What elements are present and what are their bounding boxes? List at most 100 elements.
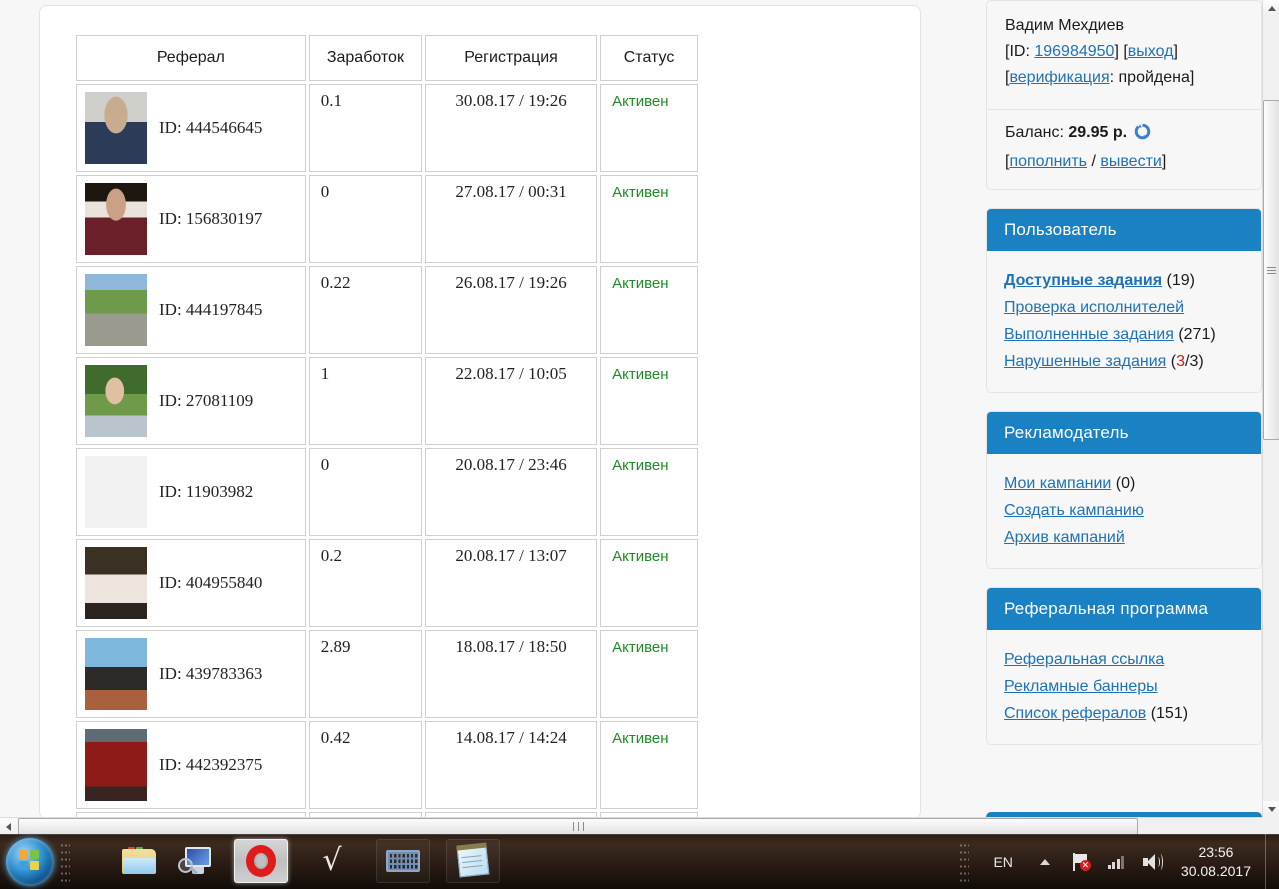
scroll-left-button[interactable] <box>0 818 17 834</box>
table-row[interactable]: ID: 442392375 0.42 14.08.17 / 14:24 Активен <box>76 721 698 809</box>
sidebar-link-2-0[interactable]: Реферальная ссылка <box>1004 651 1165 668</box>
cell-registration: 20.08.17 / 13:07 <box>425 539 598 627</box>
folder-icon <box>122 847 156 875</box>
cell-status: Активен <box>600 448 698 536</box>
table-row[interactable]: ID: 156830197 0 27.08.17 / 00:31 Активен <box>76 175 698 263</box>
referral-id: ID: 444197845 <box>159 300 263 319</box>
account-id-link[interactable]: 196984950 <box>1034 43 1115 60</box>
taskbar-button-keyboard[interactable] <box>376 839 430 883</box>
referral-id: ID: 404955840 <box>159 573 263 592</box>
sidebar-box-title: Реферальная программа <box>987 588 1261 630</box>
cell-referral: ID: 11903982 <box>76 448 306 536</box>
on-screen-keyboard-icon <box>386 850 420 872</box>
table-row[interactable]: ID: 27081109 1 22.08.17 / 10:05 Активен <box>76 357 698 445</box>
cell-registration: 14.08.17 / 14:24 <box>425 721 598 809</box>
system-tray: EN ✕ 23:56 30.08.2017 <box>959 834 1279 889</box>
topup-link[interactable]: пополнить <box>1009 153 1087 170</box>
cell-registration: 26.08.17 / 19:26 <box>425 266 598 354</box>
cell-referral: ID: 27081109 <box>76 357 306 445</box>
vertical-scrollbar[interactable] <box>1262 0 1279 818</box>
status-badge: Активен <box>612 457 669 474</box>
cell-status: Активен <box>600 721 698 809</box>
scrollbar-grip <box>571 822 586 831</box>
language-indicator[interactable]: EN <box>993 853 1013 870</box>
status-badge: Активен <box>612 93 669 110</box>
sidebar-link-row: Реферальная ссылка <box>1004 646 1244 673</box>
scrollbar-grip <box>1267 265 1276 276</box>
windows-start-orb-icon[interactable] <box>6 838 54 886</box>
cell-status: Активен <box>600 84 698 172</box>
show-desktop-button[interactable] <box>1265 834 1279 889</box>
scrollbar-corner <box>1262 817 1279 834</box>
sidebar-link-count: (151) <box>1146 705 1189 722</box>
table-row[interactable]: ID: 404955840 0.2 20.08.17 / 13:07 Активен <box>76 539 698 627</box>
sidebar-link-0-0[interactable]: Доступные задания <box>1004 272 1163 289</box>
sidebar-link-row: Проверка исполнителей <box>1004 294 1244 321</box>
cell-referral: ID: 444197845 <box>76 266 306 354</box>
table-row[interactable]: ID: 11903982 0 20.08.17 / 23:46 Активен <box>76 448 698 536</box>
opera-icon <box>246 845 276 877</box>
taskbar-button-explorer[interactable] <box>112 839 166 883</box>
money-separator: / <box>1087 153 1101 170</box>
sidebar-box-title: Рекламодатель <box>987 412 1261 454</box>
sidebar: Вадим Мехдиев [ID: 196984950] [выход] [в… <box>986 0 1262 763</box>
taskbar-button-computer[interactable] <box>168 839 222 883</box>
cell-referral: ID: 404955840 <box>76 539 306 627</box>
verification-line: [верификация: пройдена] <box>1005 65 1243 91</box>
scroll-up-button[interactable] <box>1263 0 1279 17</box>
sidebar-link-0-2[interactable]: Выполненные задания <box>1004 326 1174 343</box>
referral-table: Реферал Заработок Регистрация Статус ID:… <box>73 32 701 834</box>
scroll-down-button[interactable] <box>1263 801 1279 818</box>
sidebar-link-1-0[interactable]: Мои кампании <box>1004 475 1112 492</box>
sidebar-box-0: Пользователь Доступные задания (19) Провер… <box>986 208 1262 393</box>
sidebar-link-row: Доступные задания (19) <box>1004 267 1244 294</box>
sidebar-link-2-2[interactable]: Список рефералов <box>1004 705 1147 722</box>
taskbar-button-opera[interactable] <box>234 839 288 883</box>
main-content-panel: Реферал Заработок Регистрация Статус ID:… <box>39 5 921 834</box>
verification-link[interactable]: верификация <box>1009 69 1110 86</box>
horizontal-scrollbar-thumb[interactable] <box>18 818 1138 834</box>
computer-search-icon <box>178 846 212 876</box>
speaker-icon[interactable] <box>1142 851 1164 873</box>
logout-link[interactable]: выход <box>1127 43 1174 60</box>
clock[interactable]: 23:56 30.08.2017 <box>1181 843 1251 881</box>
table-row[interactable]: ID: 444546645 0.1 30.08.17 / 19:26 Активен <box>76 84 698 172</box>
refresh-icon[interactable] <box>1134 123 1151 149</box>
withdraw-link[interactable]: вывести <box>1100 153 1162 170</box>
sidebar-link-0-3[interactable]: Нарушенные задания <box>1004 353 1167 370</box>
cell-earnings: 2.89 <box>308 630 423 718</box>
money-actions-line: [пополнить / вывести] <box>1005 149 1243 175</box>
vertical-scrollbar-thumb[interactable] <box>1263 100 1279 440</box>
avatar <box>85 547 147 619</box>
windows-logo-icon <box>19 850 41 872</box>
chevron-down-icon <box>1267 807 1276 812</box>
sidebar-link-0-1[interactable]: Проверка исполнителей <box>1004 299 1185 316</box>
sidebar-box-title: Пользователь <box>987 209 1261 251</box>
referral-id: ID: 444546645 <box>159 118 263 137</box>
sidebar-box-1: Рекламодатель Мои кампании (0) Создать кам… <box>986 411 1262 569</box>
sidebar-link-2-1[interactable]: Рекламные баннеры <box>1004 678 1158 695</box>
cell-earnings: 0.42 <box>308 721 423 809</box>
network-flag-alert-icon[interactable]: ✕ <box>1070 851 1092 873</box>
cell-earnings: 0.2 <box>308 539 423 627</box>
column-header-earnings: Заработок <box>308 35 423 81</box>
sidebar-link-count: (0) <box>1111 475 1136 492</box>
taskbar-grip[interactable] <box>60 842 70 882</box>
horizontal-scrollbar[interactable] <box>0 817 1279 834</box>
signal-bars-icon[interactable] <box>1106 851 1128 873</box>
column-header-status: Статус <box>600 35 698 81</box>
count-prefix: ( <box>1166 353 1177 370</box>
table-row[interactable]: ID: 444197845 0.22 26.08.17 / 19:26 Активен <box>76 266 698 354</box>
balance-line: Баланс: 29.95 р. <box>1005 120 1243 149</box>
tray-grip[interactable] <box>959 841 970 882</box>
taskbar-button-checkapp[interactable]: √ <box>305 839 359 883</box>
referral-table-body: ID: 444546645 0.1 30.08.17 / 19:26 Активен I… <box>76 84 698 834</box>
taskbar-button-notepad[interactable] <box>446 839 500 883</box>
table-row[interactable]: ID: 439783363 2.89 18.08.17 / 18:50 Активен <box>76 630 698 718</box>
sidebar-link-1-1[interactable]: Создать кампанию <box>1004 502 1144 519</box>
account-name: Вадим Мехдиев <box>1005 17 1125 34</box>
chevron-up-icon[interactable] <box>1034 851 1056 873</box>
sidebar-box-body: Реферальная ссылка Рекламные баннеры Списо… <box>987 630 1261 744</box>
sidebar-link-1-2[interactable]: Архив кампаний <box>1004 529 1125 546</box>
checkmark-icon: √ <box>322 843 342 878</box>
